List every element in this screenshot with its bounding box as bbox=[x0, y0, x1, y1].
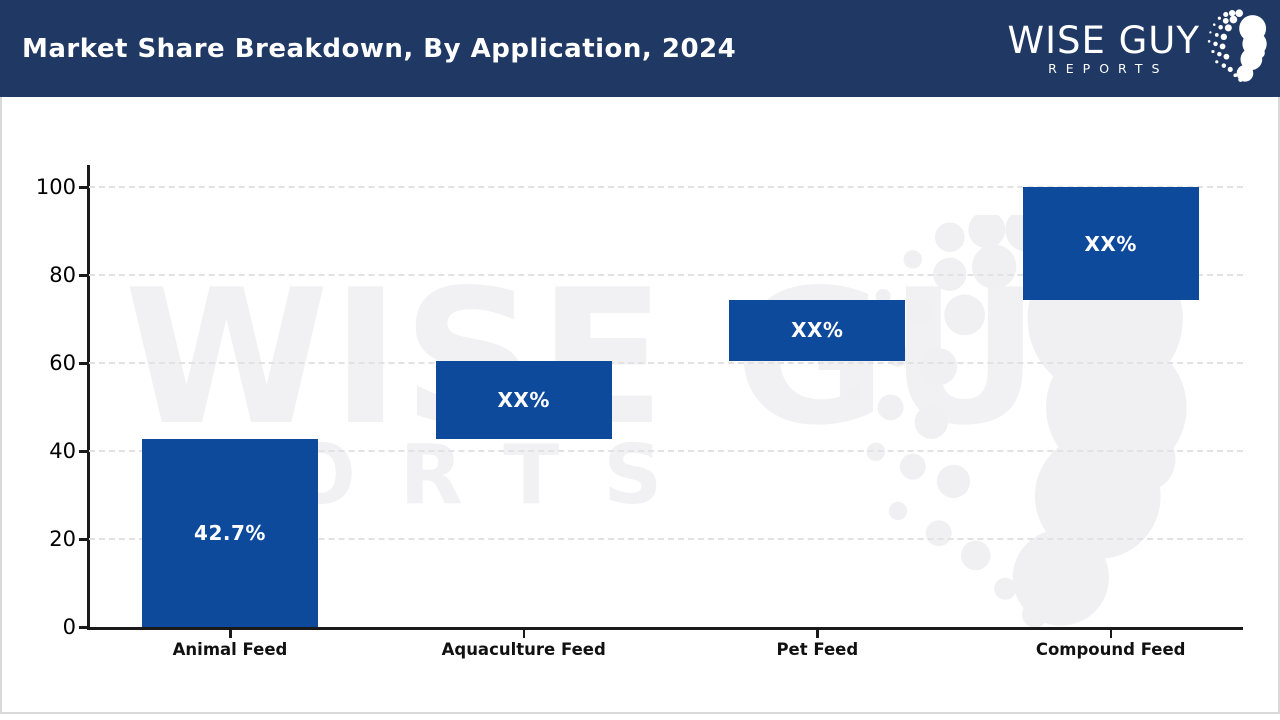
watermark-face-icon bbox=[846, 215, 1187, 628]
watermark-wordmark: WISE GUY bbox=[124, 249, 1179, 466]
brand-face-icon bbox=[1207, 8, 1267, 82]
brand-subtext: REPORTS bbox=[1048, 60, 1169, 76]
watermark-subtext: PORTS bbox=[182, 428, 707, 523]
chart-title: Market Share Breakdown, By Application, … bbox=[22, 33, 737, 64]
brand-wordmark-group: WISE GUY REPORTS bbox=[1008, 22, 1200, 76]
chart-canvas: WISE GUY PORTS bbox=[0, 97, 1280, 714]
header-bar: Market Share Breakdown, By Application, … bbox=[0, 0, 1280, 97]
brand-wordmark: WISE GUY bbox=[1007, 18, 1200, 62]
brand-logo: WISE GUY REPORTS bbox=[1008, 7, 1280, 91]
